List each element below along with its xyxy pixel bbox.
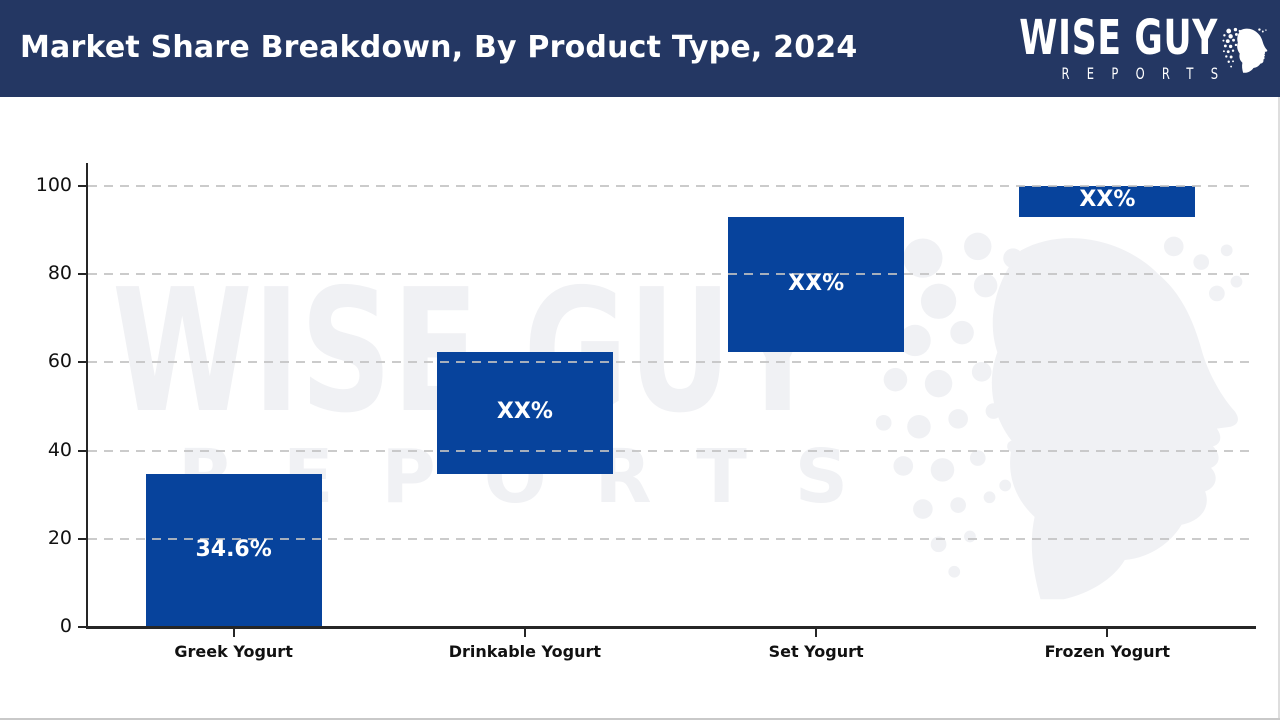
bar-greek-yogurt [145,474,322,627]
page-right-border [1278,97,1280,718]
x-tick-drinkable-yogurt [523,629,526,637]
title-bar: Market Share Breakdown, By Product Type,… [0,0,1280,97]
wiseguy-logo: WISE GUY REPORTS [1014,4,1274,94]
x-tick-label-frozen-yogurt: Frozen Yogurt [1044,642,1171,661]
y-tick-0 [78,626,86,628]
y-tick-label-0: 0 [59,615,72,637]
bar-set-yogurt [728,216,905,353]
y-tick-label-60: 60 [47,350,72,373]
y-tick-100 [78,185,86,187]
y-tick-label-100: 100 [35,174,72,196]
x-tick-label-set-yogurt: Set Yogurt [768,642,864,661]
plot: 0 20 40 60 80 100 34.6% Greek Yogurt XX% Drinkabl… [0,97,1280,720]
logo-wordmark: WISE GUY REPORTS [1019,12,1218,84]
logo-wordmark-line2: REPORTS [1061,64,1236,83]
bar-label-drinkable-yogurt: XX% [496,399,553,425]
gridline-80 [88,273,1254,276]
y-axis-spine [86,163,88,629]
x-tick-set-yogurt [815,629,818,637]
page-bottom-border [0,718,1280,720]
x-tick-greek-yogurt [232,629,235,637]
gridline-20 [88,537,1254,540]
y-tick-label-40: 40 [47,438,72,461]
x-tick-label-drinkable-yogurt: Drinkable Yogurt [448,642,602,661]
gridline-100 [88,185,1254,187]
y-tick-20 [78,537,86,540]
y-tick-label-80: 80 [47,262,72,285]
y-tick-80 [78,273,86,276]
logo-face-icon [1222,27,1268,73]
gridline-40 [88,449,1254,452]
y-tick-60 [78,361,86,364]
x-axis-spine [86,626,1256,629]
gridline-60 [88,361,1254,364]
chart-title: Market Share Breakdown, By Product Type,… [20,30,858,65]
bar-label-frozen-yogurt: XX% [1079,187,1136,213]
logo-wordmark-line1: WISE GUY [1019,10,1218,66]
chart-area: WISE GUY REPORTS 0 20 40 6 [0,97,1280,720]
bar-drinkable-yogurt [436,352,613,475]
x-tick-label-greek-yogurt: Greek Yogurt [174,642,293,661]
y-tick-40 [78,449,86,452]
y-tick-label-20: 20 [47,526,72,549]
bar-frozen-yogurt [1019,186,1196,217]
x-tick-frozen-yogurt [1106,629,1109,637]
bar-label-set-yogurt: XX% [788,270,845,296]
bar-label-greek-yogurt: 34.6% [195,536,272,562]
